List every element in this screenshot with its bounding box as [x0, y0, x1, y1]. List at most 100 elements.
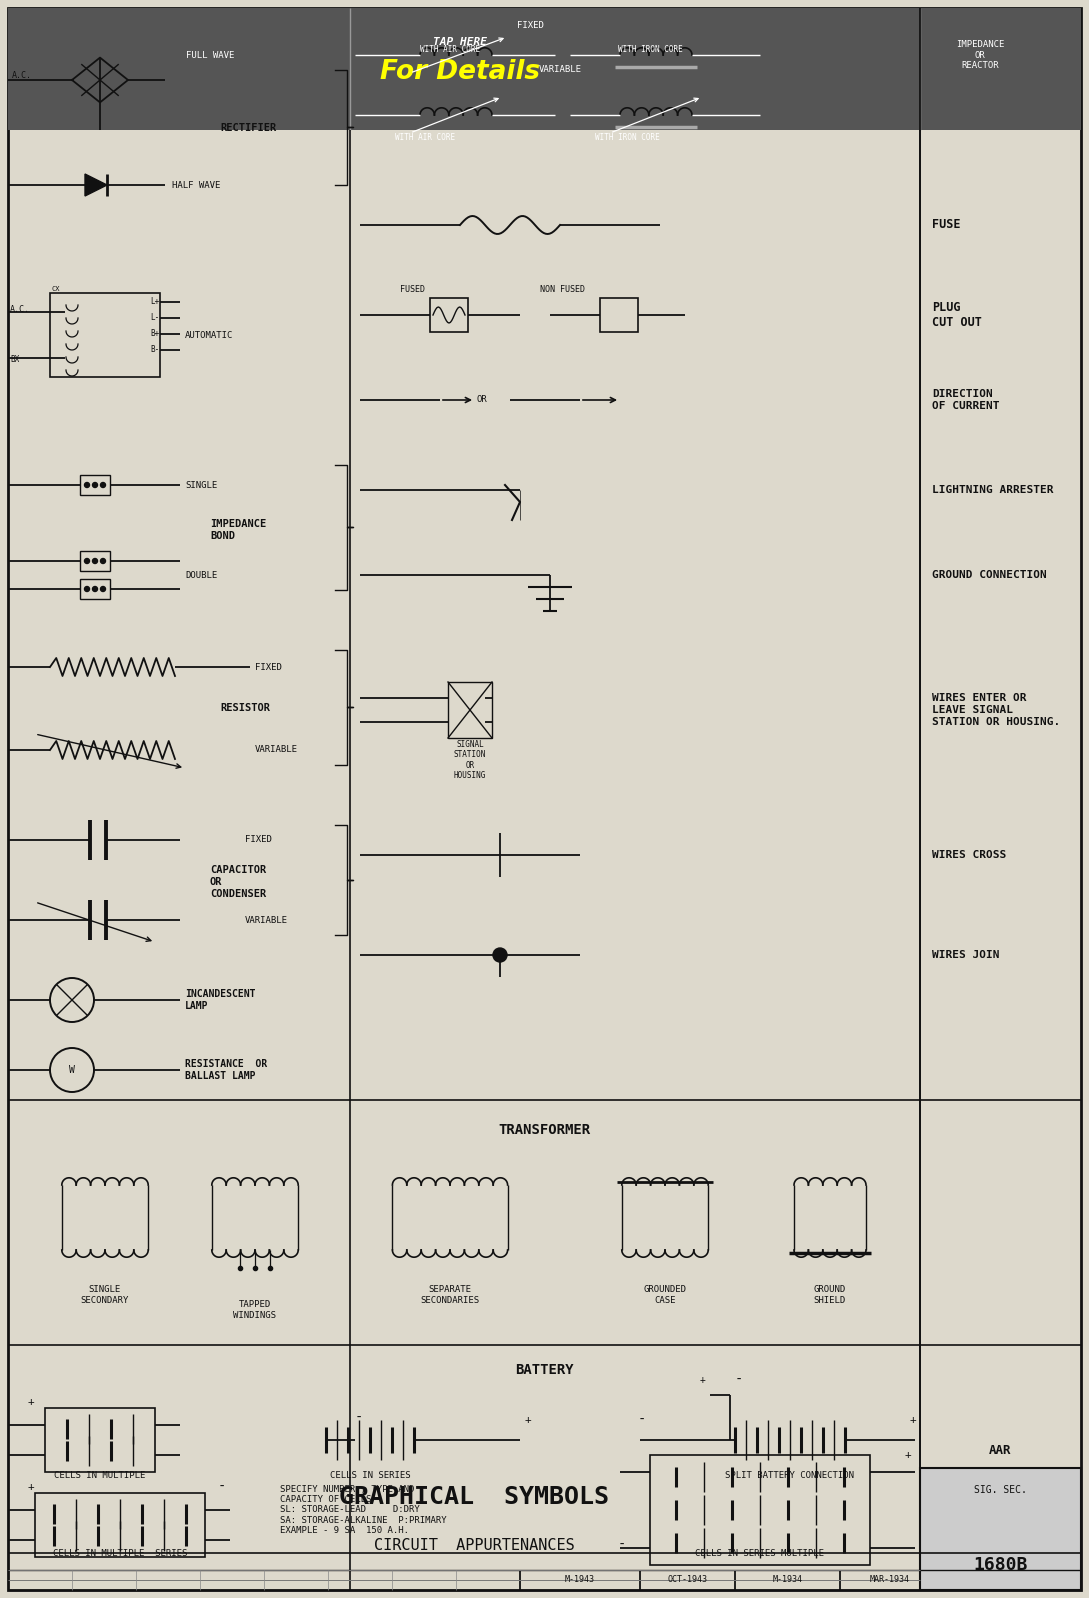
Text: B-: B- [150, 345, 159, 355]
Text: GRAPHICAL  SYMBOLS: GRAPHICAL SYMBOLS [340, 1485, 610, 1509]
Text: AAR: AAR [989, 1443, 1012, 1456]
Text: FUSE: FUSE [932, 219, 960, 232]
Bar [8, 8, 1081, 129]
Text: M-1934: M-1934 [773, 1576, 803, 1585]
Text: TAPPED
WINDINGS: TAPPED WINDINGS [233, 1301, 277, 1320]
Text: CIRCUIT  APPURTENANCES: CIRCUIT APPURTENANCES [375, 1537, 575, 1553]
Text: WITH AIR CORE: WITH AIR CORE [420, 45, 480, 54]
Circle shape [85, 483, 89, 487]
Text: CELLS IN MULTIPLE: CELLS IN MULTIPLE [54, 1470, 146, 1480]
Text: SIGNAL
STATION
OR
HOUSING: SIGNAL STATION OR HOUSING [454, 740, 486, 780]
Text: PLUG
CUT OUT: PLUG CUT OUT [932, 300, 982, 329]
Text: SPECIFY NUMBER , TYPE AND
CAPACITY OF CELLS
SL: STORAGE-LEAD     D:DRY
SA: STORA: SPECIFY NUMBER , TYPE AND CAPACITY OF CE… [280, 1485, 446, 1536]
Text: +: + [28, 1481, 35, 1493]
Text: SINGLE: SINGLE [185, 481, 217, 489]
Text: OCT-1943: OCT-1943 [668, 1576, 708, 1585]
Text: -: - [617, 1537, 626, 1552]
Text: -: - [735, 1373, 744, 1387]
Text: A.C.: A.C. [10, 305, 30, 315]
Bar [650, 1456, 870, 1564]
Bar [430, 297, 468, 332]
Text: SEPARATE
SECONDARIES: SEPARATE SECONDARIES [420, 1285, 479, 1304]
Text: WIRES ENTER OR
LEAVE SIGNAL
STATION OR HOUSING.: WIRES ENTER OR LEAVE SIGNAL STATION OR H… [932, 694, 1061, 727]
Text: CX: CX [52, 286, 61, 292]
Bar [35, 1493, 205, 1556]
Text: AUTOMATIC: AUTOMATIC [185, 331, 233, 339]
Text: CAPACITOR
OR
CONDENSER: CAPACITOR OR CONDENSER [210, 866, 266, 898]
Bar [600, 297, 638, 332]
Text: IMPEDANCE
BOND: IMPEDANCE BOND [210, 519, 266, 540]
Text: VARIABLE: VARIABLE [245, 916, 287, 925]
Text: RESISTANCE  OR
BALLAST LAMP: RESISTANCE OR BALLAST LAMP [185, 1059, 267, 1080]
Text: FUSED: FUSED [400, 284, 425, 294]
Text: RECTIFIER: RECTIFIER [220, 123, 277, 133]
Circle shape [93, 558, 98, 564]
Text: LIGHTNING ARRESTER: LIGHTNING ARRESTER [932, 486, 1053, 495]
Circle shape [50, 1048, 94, 1091]
Text: TAP HERE: TAP HERE [433, 37, 487, 46]
Text: RESISTOR: RESISTOR [220, 703, 270, 713]
Circle shape [93, 586, 98, 591]
Text: +: + [905, 1449, 911, 1461]
Bar [920, 1469, 1081, 1590]
Bar [448, 682, 492, 738]
Text: SPLIT BATTERY CONNECTION: SPLIT BATTERY CONNECTION [725, 1470, 855, 1480]
Bar [50, 292, 160, 377]
Bar [45, 1408, 155, 1472]
Text: W: W [69, 1064, 75, 1075]
Text: WITH IRON CORE: WITH IRON CORE [617, 45, 683, 54]
Text: SINGLE
SECONDARY: SINGLE SECONDARY [81, 1285, 130, 1304]
Text: IMPEDANCE
OR
REACTOR: IMPEDANCE OR REACTOR [956, 40, 1004, 70]
Circle shape [493, 948, 507, 962]
Text: +: + [28, 1397, 35, 1406]
Text: VARIABLE: VARIABLE [538, 66, 582, 75]
Text: MAR-1934: MAR-1934 [870, 1576, 910, 1585]
Text: FULL WAVE: FULL WAVE [186, 51, 234, 59]
Text: WIRES CROSS: WIRES CROSS [932, 850, 1006, 860]
Text: DIRECTION
OF CURRENT: DIRECTION OF CURRENT [932, 390, 1000, 411]
Text: L-: L- [150, 313, 159, 323]
Text: CELLS IN SERIES MULTIPLE: CELLS IN SERIES MULTIPLE [696, 1548, 824, 1558]
Polygon shape [85, 174, 107, 197]
Circle shape [85, 586, 89, 591]
Text: -: - [355, 1411, 364, 1425]
Circle shape [100, 558, 106, 564]
Text: +: + [525, 1414, 531, 1425]
Text: WITH IRON CORE: WITH IRON CORE [595, 133, 660, 142]
Text: -: - [218, 1480, 227, 1494]
Text: 1680B: 1680B [974, 1556, 1028, 1574]
Text: TRANSFORMER: TRANSFORMER [499, 1123, 590, 1138]
Circle shape [100, 483, 106, 487]
Text: CELLS IN MULTIPLE  SERIES: CELLS IN MULTIPLE SERIES [52, 1548, 187, 1558]
Text: WIRES JOIN: WIRES JOIN [932, 949, 1000, 960]
Text: +: + [700, 1374, 706, 1385]
Text: L+: L+ [150, 297, 159, 307]
Text: GROUND
SHIELD: GROUND SHIELD [813, 1285, 846, 1304]
Text: M-1943: M-1943 [565, 1576, 595, 1585]
Text: CELLS IN SERIES: CELLS IN SERIES [330, 1470, 411, 1480]
Text: B+: B+ [150, 329, 159, 339]
Circle shape [50, 978, 94, 1023]
Text: +: + [910, 1414, 917, 1425]
Text: GROUNDED
CASE: GROUNDED CASE [644, 1285, 686, 1304]
Text: For Details: For Details [380, 59, 540, 85]
Text: GROUND CONNECTION: GROUND CONNECTION [932, 570, 1047, 580]
Text: INCANDESCENT
LAMP: INCANDESCENT LAMP [185, 989, 256, 1012]
Text: WITH AIR CORE: WITH AIR CORE [395, 133, 455, 142]
Text: SIG. SEC.: SIG. SEC. [974, 1485, 1027, 1496]
Circle shape [93, 483, 98, 487]
Text: DOUBLE: DOUBLE [185, 570, 217, 580]
Bar [79, 578, 110, 599]
Text: BATTERY: BATTERY [515, 1363, 574, 1377]
Circle shape [100, 586, 106, 591]
Text: -: - [638, 1413, 647, 1427]
Text: HALF WAVE: HALF WAVE [172, 181, 220, 190]
Circle shape [85, 558, 89, 564]
Text: BX: BX [10, 355, 20, 364]
Text: FIXED: FIXED [516, 21, 543, 29]
Text: FIXED: FIXED [245, 836, 272, 844]
Text: A.C.: A.C. [12, 70, 32, 80]
Text: FIXED: FIXED [255, 663, 282, 671]
Bar [79, 475, 110, 495]
Text: NON FUSED: NON FUSED [540, 284, 585, 294]
